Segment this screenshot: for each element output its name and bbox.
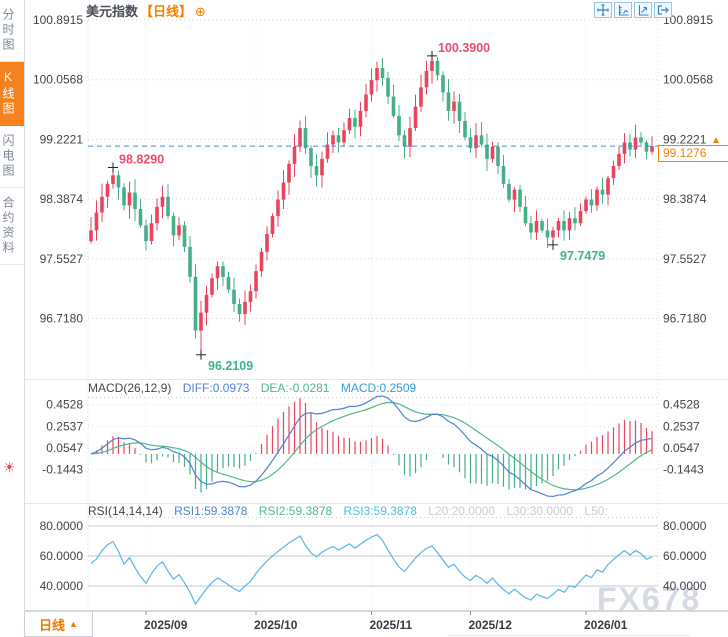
period-tab[interactable]: 日线 ▲ [24, 612, 93, 637]
rsi-l20: L20:20.0000 [428, 504, 495, 518]
svg-text:98.3874: 98.3874 [40, 192, 84, 206]
sidebar-tab-time-chart[interactable]: 分时图 [0, 0, 24, 62]
rsi-l50: L50: [584, 504, 608, 518]
add-indicator-icon[interactable]: ⊕ [195, 4, 206, 19]
svg-text:96.7180: 96.7180 [40, 312, 84, 326]
live-alert-icon[interactable]: ☀ [3, 459, 16, 475]
sidebar-tab-candle-chart[interactable]: K线图 [0, 62, 24, 126]
svg-text:97.5527: 97.5527 [40, 252, 84, 266]
svg-text:98.3874: 98.3874 [663, 192, 707, 206]
axis-indicator-icon[interactable] [634, 2, 652, 18]
rsi-name: RSI(14,14,14) [88, 504, 163, 518]
svg-text:0.2537: 0.2537 [663, 419, 700, 433]
macd-diff-value: DIFF:0.0973 [182, 381, 250, 395]
svg-text:2025/12: 2025/12 [469, 618, 513, 632]
macd-header: MACD(26,12,9) DIFF:0.0973 DEA:-0.0281 MA… [88, 381, 416, 395]
last-price-value: 99.1276 [663, 146, 707, 160]
exit-fullscreen-icon[interactable] [654, 2, 672, 18]
svg-text:-0.1443: -0.1443 [42, 463, 83, 477]
svg-text:-0.1443: -0.1443 [663, 463, 704, 477]
rsi2-value: RSI2:59.3878 [258, 504, 333, 518]
svg-text:40.0000: 40.0000 [663, 579, 707, 593]
svg-text:96.7180: 96.7180 [663, 312, 707, 326]
svg-text:100.0568: 100.0568 [33, 73, 83, 87]
svg-text:98.8290: 98.8290 [119, 153, 164, 167]
svg-text:99.2221: 99.2221 [663, 132, 707, 146]
macd-bar-value: MACD:0.2509 [340, 381, 417, 395]
crosshair-icon[interactable] [594, 2, 612, 18]
period-tab-label: 日线 [39, 617, 66, 633]
rsi1-value: RSI1:59.3878 [174, 504, 248, 518]
axis-scale-icon[interactable] [614, 2, 632, 18]
svg-text:96.2109: 96.2109 [208, 359, 253, 373]
svg-text:60.0000: 60.0000 [40, 549, 84, 563]
rsi-l30: L30:30.0000 [506, 504, 574, 518]
period-label: 【日线】 [140, 4, 193, 19]
sidebar: 分时图 K线图 闪电图 合约资料 ☀ [0, 0, 25, 637]
svg-text:0.0547: 0.0547 [663, 441, 700, 455]
svg-text:80.0000: 80.0000 [40, 519, 84, 533]
price-up-arrow-icon: ▲ [711, 135, 721, 146]
svg-text:2026/01: 2026/01 [584, 618, 628, 632]
sidebar-tab-flash-chart[interactable]: 闪电图 [0, 126, 24, 188]
svg-text:60.0000: 60.0000 [663, 549, 707, 563]
svg-text:97.7479: 97.7479 [560, 249, 605, 263]
svg-text:0.2537: 0.2537 [46, 419, 83, 433]
svg-text:2025/10: 2025/10 [254, 618, 298, 632]
svg-text:99.2221: 99.2221 [40, 132, 84, 146]
rsi3-value: RSI3:59.3878 [343, 504, 417, 518]
svg-text:100.0568: 100.0568 [663, 73, 713, 87]
svg-text:40.0000: 40.0000 [40, 579, 84, 593]
svg-text:0.0547: 0.0547 [46, 441, 83, 455]
svg-text:0.4528: 0.4528 [46, 398, 83, 412]
chart-toolbar [594, 2, 672, 18]
svg-text:2025/09: 2025/09 [144, 618, 188, 632]
instrument-name: 美元指数 [86, 4, 139, 19]
svg-text:80.0000: 80.0000 [663, 519, 707, 533]
svg-text:100.8915: 100.8915 [33, 13, 83, 27]
chart-title: 美元指数 【日线】 ⊕ [86, 1, 206, 20]
rsi-header: RSI(14,14,14) RSI1:59.3878 RSI2:59.3878 … [88, 504, 608, 518]
sidebar-tab-contract-info[interactable]: 合约资料 [0, 188, 24, 265]
macd-dea-value: DEA:-0.0281 [260, 381, 330, 395]
svg-text:2025/11: 2025/11 [370, 618, 413, 632]
last-price-tag: 99.1276 [658, 145, 728, 162]
svg-text:0.4528: 0.4528 [663, 398, 700, 412]
triangle-up-icon: ▲ [69, 619, 78, 629]
svg-text:100.3900: 100.3900 [438, 41, 490, 55]
svg-text:97.5527: 97.5527 [663, 252, 707, 266]
macd-name: MACD(26,12,9) [88, 381, 172, 395]
svg-text:100.8915: 100.8915 [663, 13, 713, 27]
